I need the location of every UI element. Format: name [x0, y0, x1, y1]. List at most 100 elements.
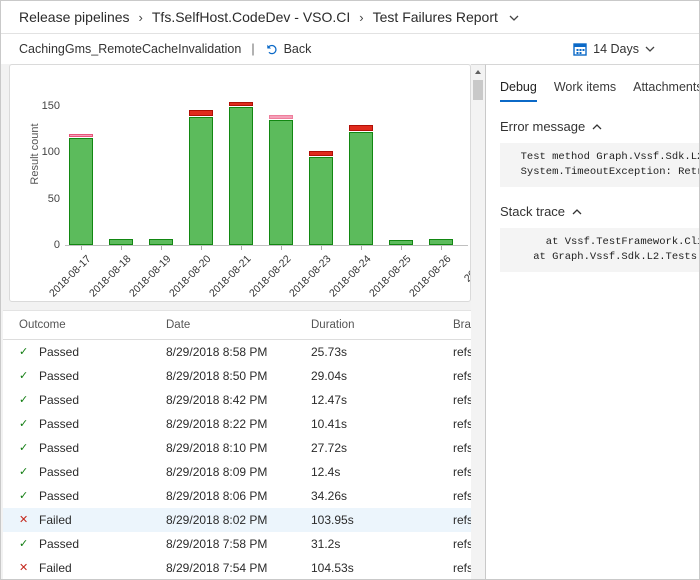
duration-cell: 12.47s — [311, 393, 348, 407]
branch-cell: refs/ — [453, 465, 471, 479]
table-row[interactable]: ✓ Passed 8/29/2018 7:58 PM 31.2s refs/ — [3, 532, 471, 556]
table-row[interactable]: ✓ Passed 8/29/2018 8:58 PM 25.73s refs/ — [3, 340, 471, 364]
passed-check-icon: ✓ — [19, 466, 29, 478]
failed-cross-icon: ✕ — [19, 514, 29, 526]
outcome-cell: Passed — [39, 369, 80, 383]
passed-check-icon: ✓ — [19, 346, 29, 358]
branch-cell: refs/ — [453, 441, 471, 455]
breadcrumb-pipeline[interactable]: Tfs.SelfHost.CodeDev - VSO.CI — [151, 9, 351, 25]
outcome-cell: Passed — [39, 345, 80, 359]
bar-failed-2018-08-23[interactable] — [309, 151, 333, 156]
bar-passed-2018-08-23[interactable] — [309, 157, 333, 245]
stack-trace-section-header[interactable]: Stack trace — [500, 204, 699, 219]
triangle-up-icon — [475, 70, 481, 74]
results-table: Outcome Date Duration Branch ✓ Passed 8/29/20… — [3, 310, 471, 579]
bar-passed-2018-08-17[interactable] — [69, 138, 93, 245]
result-count-bar-chart: Result count0501001502002018-08-172018-0… — [10, 65, 470, 301]
y-axis-tick-label: 150 — [41, 100, 60, 112]
breadcrumb-report[interactable]: Test Failures Report — [372, 9, 498, 25]
subheader-divider: | — [251, 42, 255, 56]
chevron-up-icon — [592, 123, 602, 129]
x-axis-tick — [161, 246, 162, 250]
table-row[interactable]: ✕ Failed 8/29/2018 8:02 PM 103.95s refs/ — [3, 508, 471, 532]
bar-passed-2018-08-25[interactable] — [389, 240, 413, 245]
duration-cell: 31.2s — [311, 537, 341, 551]
chevron-up-icon — [572, 208, 582, 214]
breadcrumb: Release pipelines › Tfs.SelfHost.CodeDev… — [1, 1, 699, 34]
bar-failed-2018-08-24[interactable] — [349, 125, 373, 131]
duration-cell: 34.26s — [311, 489, 348, 503]
bar-passed-2018-08-26[interactable] — [429, 239, 453, 245]
detail-tabs: Debug Work items Attachments — [500, 80, 699, 102]
x-axis-tick — [321, 246, 322, 250]
column-header-outcome[interactable]: Outcome — [19, 319, 66, 331]
bar-passed-2018-08-19[interactable] — [149, 239, 173, 245]
table-row[interactable]: ✓ Passed 8/29/2018 8:06 PM 34.26s refs/ — [3, 484, 471, 508]
x-axis-tick — [441, 246, 442, 250]
breadcrumb-separator: › — [138, 9, 143, 25]
scrollbar-thumb[interactable] — [473, 80, 483, 100]
branch-cell: refs/ — [453, 513, 471, 527]
bar-failed-2018-08-21[interactable] — [229, 102, 253, 106]
outcome-cell: Failed — [39, 561, 72, 575]
scrollbar-up-arrow[interactable] — [471, 65, 485, 79]
x-axis-tick — [401, 246, 402, 250]
results-pane: Result count0501001502002018-08-172018-0… — [1, 64, 471, 579]
table-row[interactable]: ✓ Passed 8/29/2018 8:09 PM 12.4s refs/ — [3, 460, 471, 484]
column-header-duration[interactable]: Duration — [311, 319, 355, 331]
undo-back-icon — [266, 44, 277, 54]
table-row[interactable]: ✓ Passed 8/29/2018 8:42 PM 12.47s refs/ — [3, 388, 471, 412]
result-count-chart-card: Result count0501001502002018-08-172018-0… — [9, 64, 471, 302]
content-area: Result count0501001502002018-08-172018-0… — [1, 64, 699, 579]
bar-passed-2018-08-22[interactable] — [269, 120, 293, 245]
branch-cell: refs/ — [453, 537, 471, 551]
bar-failed-2018-08-22[interactable] — [269, 115, 293, 119]
table-row[interactable]: ✓ Passed 8/29/2018 8:10 PM 27.72s refs/ — [3, 436, 471, 460]
x-axis-tick — [281, 246, 282, 250]
failed-cross-icon: ✕ — [19, 562, 29, 574]
stack-trace-code: at Vssf.TestFramework.Client.Comm at Gra… — [500, 228, 699, 272]
bar-passed-2018-08-24[interactable] — [349, 132, 373, 245]
branch-cell: refs/ — [453, 345, 471, 359]
table-row[interactable]: ✓ Passed 8/29/2018 8:50 PM 29.04s refs/ — [3, 364, 471, 388]
tab-work-items[interactable]: Work items — [553, 80, 617, 94]
outcome-cell: Passed — [39, 465, 80, 479]
tab-debug[interactable]: Debug — [500, 80, 537, 102]
date-range-dropdown[interactable]: 14 Days — [573, 42, 655, 56]
test-name-label: CachingGms_RemoteCacheInvalidation — [19, 42, 242, 56]
date-range-label: 14 Days — [593, 42, 639, 56]
date-cell: 8/29/2018 7:54 PM — [166, 561, 268, 575]
outcome-cell: Passed — [39, 393, 80, 407]
vertical-scrollbar[interactable] — [471, 64, 485, 579]
y-axis-tick-label: 0 — [53, 239, 60, 251]
passed-check-icon: ✓ — [19, 394, 29, 406]
breadcrumb-release-pipelines[interactable]: Release pipelines — [19, 9, 130, 25]
duration-cell: 10.41s — [311, 417, 348, 431]
bar-failed-2018-08-20[interactable] — [189, 110, 213, 116]
duration-cell: 104.53s — [311, 561, 354, 575]
error-message-section-header[interactable]: Error message — [500, 119, 699, 134]
x-axis-tick — [361, 246, 362, 250]
branch-cell: refs/ — [453, 393, 471, 407]
date-cell: 8/29/2018 8:09 PM — [166, 465, 268, 479]
outcome-cell: Passed — [39, 537, 80, 551]
branch-cell: refs/ — [453, 369, 471, 383]
date-cell: 8/29/2018 8:06 PM — [166, 489, 268, 503]
column-header-date[interactable]: Date — [166, 319, 191, 331]
chevron-down-icon[interactable] — [509, 15, 519, 21]
passed-check-icon: ✓ — [19, 418, 29, 430]
x-axis-tick — [241, 246, 242, 250]
y-axis-tick-label: 50 — [47, 192, 60, 205]
table-row[interactable]: ✕ Failed 8/29/2018 7:54 PM 104.53s refs/ — [3, 556, 471, 579]
results-table-body: ✓ Passed 8/29/2018 8:58 PM 25.73s refs/ ✓ Pass… — [3, 340, 471, 579]
column-header-branch[interactable]: Branch — [453, 319, 471, 331]
table-row[interactable]: ✓ Passed 8/29/2018 8:22 PM 10.41s refs/ — [3, 412, 471, 436]
tab-attachments[interactable]: Attachments — [633, 80, 699, 94]
report-subheader: CachingGms_RemoteCacheInvalidation | Bac… — [1, 34, 699, 64]
bar-passed-2018-08-18[interactable] — [109, 239, 133, 245]
bar-passed-2018-08-21[interactable] — [229, 107, 253, 245]
bar-passed-2018-08-20[interactable] — [189, 117, 213, 245]
bar-failed-2018-08-17[interactable] — [69, 134, 93, 137]
back-button[interactable]: Back — [265, 42, 311, 56]
